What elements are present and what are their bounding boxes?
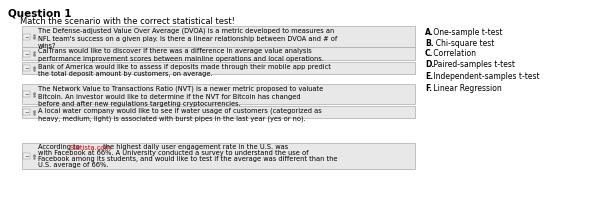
Text: −: − [24,34,29,39]
FancyBboxPatch shape [23,153,30,159]
FancyBboxPatch shape [23,109,30,115]
Text: with Facebook at 66%. A University conducted a survey to understand the use of: with Facebook at 66%. A University condu… [38,150,308,156]
Text: The Defense-adjusted Value Over Average (DVOA) is a metric developed to measures: The Defense-adjusted Value Over Average … [38,27,337,49]
Text: One-sample t-test: One-sample t-test [432,28,503,37]
Text: A local water company would like to see if water usage of customers (categorized: A local water company would like to see … [38,108,321,122]
Text: Independent-samples t-test: Independent-samples t-test [432,72,540,81]
Text: , the highest daily user engagement rate in the U.S. was: , the highest daily user engagement rate… [99,144,288,150]
Text: −: − [24,51,29,56]
Text: −: − [24,66,29,71]
FancyBboxPatch shape [23,50,30,56]
Text: −: − [24,110,29,114]
Text: Match the scenario with the correct statistical test!: Match the scenario with the correct stat… [20,17,235,26]
Text: −: − [24,92,29,97]
Text: U.S. average of 66%.: U.S. average of 66%. [38,162,108,168]
Text: −: − [24,154,29,158]
Text: E.: E. [425,72,433,81]
Text: D.: D. [425,60,434,69]
Text: Chi-square test: Chi-square test [432,39,495,48]
Text: Statista.com: Statista.com [70,144,112,150]
Text: The Network Value to Transactions Ratio (NVT) is a newer metric proposed to valu: The Network Value to Transactions Ratio … [38,86,323,107]
FancyBboxPatch shape [22,143,415,169]
FancyBboxPatch shape [23,33,30,40]
Text: Question 1: Question 1 [8,8,72,18]
Text: B.: B. [425,39,433,48]
FancyBboxPatch shape [22,62,415,74]
FancyBboxPatch shape [23,91,30,97]
FancyBboxPatch shape [22,84,415,104]
Text: Linear Regression: Linear Regression [432,84,502,93]
FancyBboxPatch shape [22,106,415,118]
Text: A.: A. [425,28,434,37]
Text: C.: C. [425,49,433,58]
Text: Facebook among its students, and would like to test if the average was different: Facebook among its students, and would l… [38,156,338,162]
Text: Paired-samples t-test: Paired-samples t-test [432,60,515,69]
Text: CalTrans would like to discover if there was a difference in average value analy: CalTrans would like to discover if there… [38,48,324,62]
Text: Bank of America would like to assess if deposits made through their mobile app p: Bank of America would like to assess if … [38,64,331,77]
FancyBboxPatch shape [22,47,415,60]
Text: F.: F. [425,84,432,93]
Text: Correlation: Correlation [432,49,476,58]
FancyBboxPatch shape [23,65,30,71]
FancyBboxPatch shape [22,26,415,47]
Text: According to: According to [38,144,82,150]
